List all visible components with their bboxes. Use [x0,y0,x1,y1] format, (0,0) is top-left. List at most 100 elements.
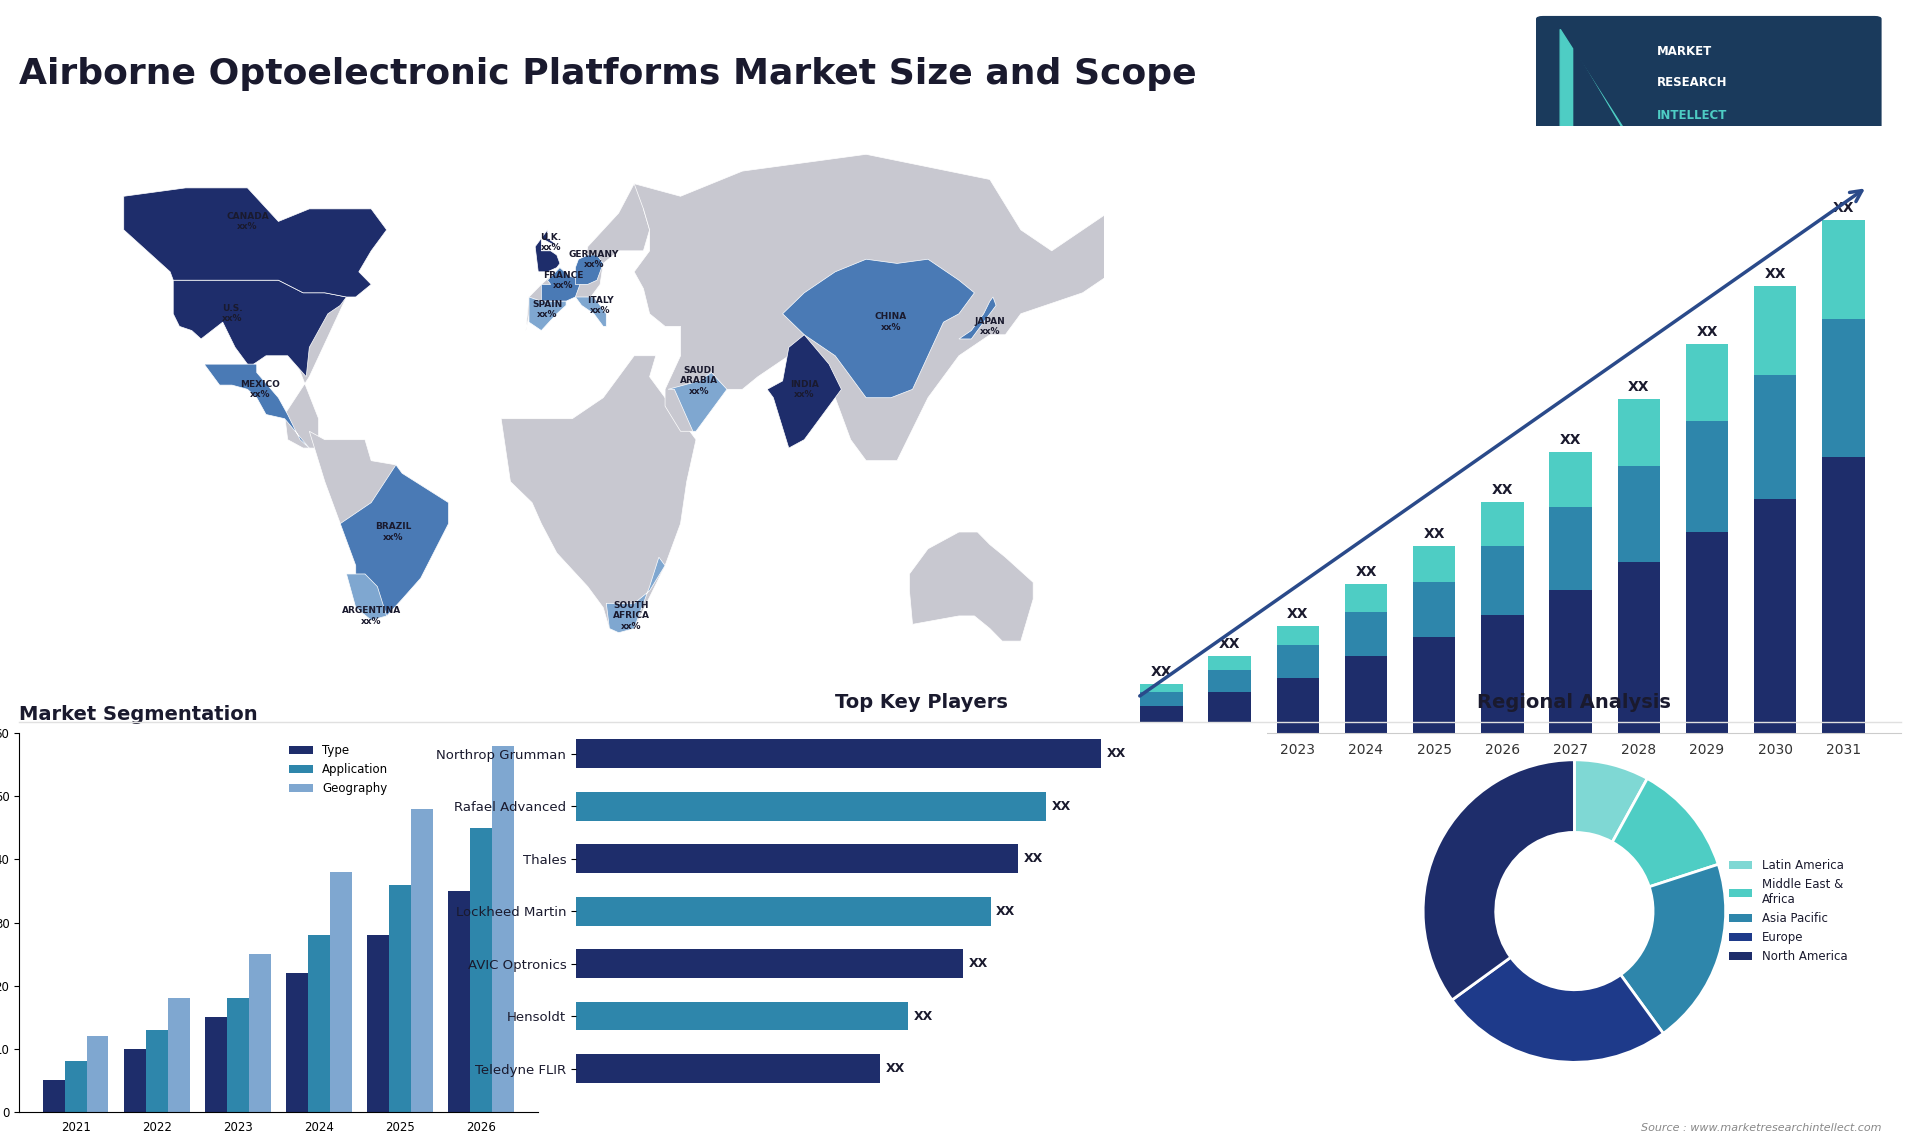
Bar [1619,563,1661,733]
Bar [576,896,991,926]
Bar [1549,507,1592,590]
Text: Market Segmentation: Market Segmentation [19,705,257,723]
Polygon shape [607,557,664,633]
Text: SAUDI
ARABIA
xx%: SAUDI ARABIA xx% [680,366,718,395]
Text: XX: XX [1219,637,1240,651]
Polygon shape [634,155,1114,461]
Text: XX: XX [1764,267,1786,281]
Bar [576,739,1102,768]
Text: MARKET: MARKET [1657,45,1713,58]
Bar [390,885,411,1112]
Polygon shape [340,465,449,620]
Text: RESEARCH: RESEARCH [1657,77,1728,89]
Bar [1344,657,1386,733]
Bar [250,953,271,1112]
Bar [1208,670,1250,692]
Polygon shape [309,431,449,615]
Bar [1277,678,1319,733]
Text: GERMANY
xx%: GERMANY xx% [568,250,618,269]
Text: XX: XX [1423,527,1446,541]
Text: XX: XX [1023,853,1043,865]
Text: BRAZIL
xx%: BRAZIL xx% [374,523,411,542]
Text: XX: XX [914,1010,933,1022]
Bar [492,746,515,1112]
Polygon shape [123,188,386,297]
Bar [205,1018,227,1112]
Text: ITALY
xx%: ITALY xx% [588,296,612,315]
Polygon shape [36,146,386,448]
Polygon shape [536,230,561,272]
Polygon shape [541,268,582,301]
Wedge shape [1574,760,1647,842]
Bar [576,792,1046,821]
Bar [1277,645,1319,678]
Bar [227,998,250,1112]
Wedge shape [1423,760,1574,1000]
Text: XX: XX [1150,665,1171,678]
Polygon shape [910,532,1033,641]
Bar [1413,582,1455,637]
Text: XX: XX [1492,482,1513,496]
Legend: Latin America, Middle East &
Africa, Asia Pacific, Europe, North America: Latin America, Middle East & Africa, Asi… [1724,855,1853,967]
Bar [1140,706,1183,733]
Bar [307,935,330,1112]
Bar [1140,692,1183,706]
Text: XX: XX [1356,565,1377,580]
Text: INTELLECT: INTELLECT [1657,109,1728,123]
Polygon shape [783,259,973,398]
Bar [1480,545,1524,614]
Text: XX: XX [968,957,989,970]
Bar [65,1061,86,1112]
FancyBboxPatch shape [1536,16,1882,156]
Bar [86,1036,108,1112]
Polygon shape [501,355,695,633]
Bar [1208,657,1250,670]
Bar [1755,499,1797,733]
Bar [449,892,470,1112]
Bar [1619,465,1661,563]
Bar [1344,584,1386,612]
Bar [125,1049,146,1112]
Bar [1549,452,1592,507]
Text: XX: XX [1052,800,1071,813]
Bar [1686,532,1728,733]
Polygon shape [576,297,607,327]
Polygon shape [346,574,386,620]
Text: MEXICO
xx%: MEXICO xx% [240,379,280,399]
Bar [1822,320,1864,457]
Polygon shape [1561,30,1632,142]
Bar [411,809,432,1112]
Bar [1619,399,1661,465]
Text: CANADA
xx%: CANADA xx% [227,212,269,231]
Polygon shape [192,364,309,448]
Polygon shape [958,297,996,339]
Text: INDIA
xx%: INDIA xx% [789,379,818,399]
Text: XX: XX [1286,606,1309,621]
Bar [1686,344,1728,422]
Text: XX: XX [1834,201,1855,215]
Text: Airborne Optoelectronic Platforms Market Size and Scope: Airborne Optoelectronic Platforms Market… [19,57,1196,92]
Bar [1549,590,1592,733]
Bar [1822,457,1864,733]
Text: SOUTH
AFRICA
xx%: SOUTH AFRICA xx% [612,601,649,630]
Polygon shape [173,281,346,377]
Text: XX: XX [1695,325,1718,339]
Bar [367,935,390,1112]
Bar [1480,502,1524,545]
Bar [576,1002,908,1030]
Text: XX: XX [1628,380,1649,394]
Wedge shape [1452,957,1663,1062]
Polygon shape [528,297,566,330]
Bar [1208,692,1250,733]
Bar [576,949,964,978]
Text: Source : www.marketresearchintellect.com: Source : www.marketresearchintellect.com [1642,1123,1882,1132]
Text: SPAIN
xx%: SPAIN xx% [532,300,563,320]
Text: XX: XX [996,904,1016,918]
Bar [167,998,190,1112]
Text: XX: XX [1559,433,1582,447]
Text: FRANCE
xx%: FRANCE xx% [543,270,584,290]
Bar [1140,684,1183,692]
Bar [1822,220,1864,320]
Text: CHINA
xx%: CHINA xx% [876,313,906,332]
Text: U.S.
xx%: U.S. xx% [221,304,242,323]
